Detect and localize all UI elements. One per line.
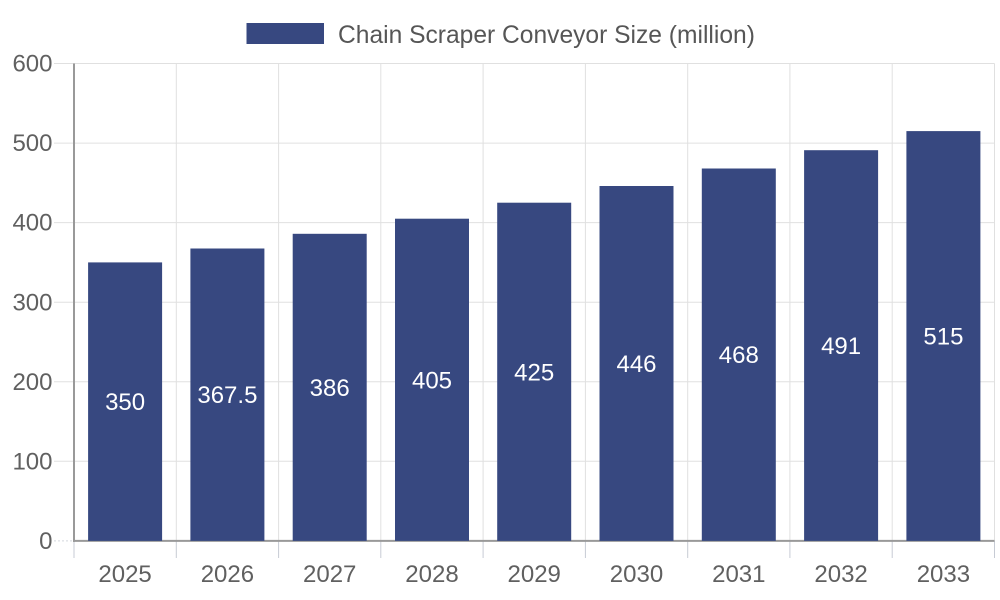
- svg-text:100: 100: [12, 448, 52, 475]
- svg-text:2027: 2027: [303, 561, 356, 588]
- svg-text:2031: 2031: [712, 561, 765, 588]
- svg-text:350: 350: [105, 389, 145, 416]
- svg-text:0: 0: [39, 528, 52, 555]
- svg-text:2032: 2032: [814, 561, 867, 588]
- svg-text:386: 386: [310, 375, 350, 402]
- svg-text:2033: 2033: [917, 561, 970, 588]
- svg-text:2030: 2030: [610, 561, 663, 588]
- svg-text:425: 425: [514, 359, 554, 386]
- svg-text:600: 600: [12, 51, 52, 78]
- svg-text:446: 446: [616, 351, 656, 378]
- svg-text:468: 468: [719, 342, 759, 369]
- svg-text:500: 500: [12, 130, 52, 157]
- svg-text:2026: 2026: [201, 561, 254, 588]
- svg-text:300: 300: [12, 289, 52, 316]
- svg-text:2029: 2029: [508, 561, 561, 588]
- svg-text:200: 200: [12, 369, 52, 396]
- svg-text:2028: 2028: [405, 561, 458, 588]
- svg-text:515: 515: [923, 324, 963, 351]
- svg-text:367.5: 367.5: [197, 382, 257, 409]
- svg-text:400: 400: [12, 210, 52, 237]
- svg-text:2025: 2025: [98, 561, 151, 588]
- svg-text:Chain Scraper Conveyor Size (m: Chain Scraper Conveyor Size (million): [338, 22, 755, 49]
- svg-text:491: 491: [821, 333, 861, 360]
- svg-text:405: 405: [412, 367, 452, 394]
